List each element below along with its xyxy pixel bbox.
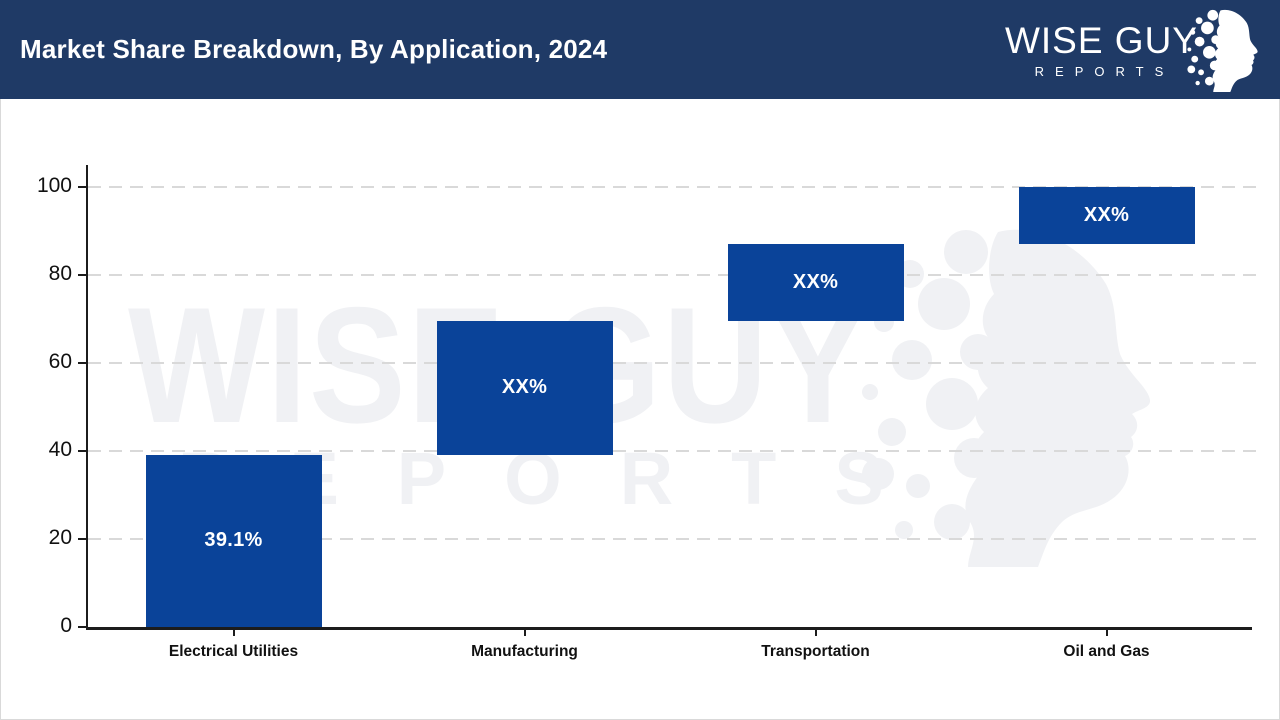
y-tick-label: 60: [48, 350, 72, 373]
watermark-face-icon: [862, 229, 1151, 567]
y-tick-mark: [78, 450, 88, 452]
x-axis-line: [85, 627, 1252, 630]
bar-value-label: XX%: [501, 376, 548, 399]
category-label: Oil and Gas: [1063, 643, 1150, 660]
bar-segment: XX%: [1018, 187, 1195, 245]
brand-name: WISE GUY: [1004, 19, 1198, 61]
y-tick-mark: [78, 186, 88, 188]
y-tick-mark: [78, 538, 88, 540]
bar-segment: 39.1%: [145, 454, 322, 627]
y-axis-line: [85, 165, 88, 630]
category-label: Manufacturing: [471, 643, 578, 660]
category-label: Transportation: [761, 643, 870, 660]
brand-subtitle: REPORTS: [1034, 63, 1175, 79]
y-gridline: [88, 450, 1264, 452]
y-tick-label: 20: [48, 526, 72, 549]
y-tick-label: 80: [48, 262, 72, 285]
y-gridline: [88, 538, 1264, 540]
bar-value-label: 39.1%: [204, 529, 263, 552]
brand-logo-text: WISE GUY REPORTS: [1005, 22, 1198, 78]
brand-logo: WISE GUY REPORTS: [1005, 7, 1262, 93]
x-tick-mark: [232, 627, 235, 636]
y-gridline: [88, 186, 1264, 188]
brand-face-icon: [1187, 9, 1258, 92]
y-tick-label: 40: [48, 438, 72, 461]
header: Market Share Breakdown, By Application, …: [0, 0, 1280, 99]
x-tick-mark: [523, 627, 526, 636]
y-gridline: [88, 362, 1264, 364]
category-label: Electrical Utilities: [168, 643, 299, 660]
bar-segment: XX%: [436, 320, 613, 455]
y-tick-label: 0: [60, 614, 72, 637]
x-tick-mark: [1105, 627, 1108, 636]
bar-value-label: XX%: [792, 270, 839, 293]
y-tick-mark: [78, 626, 88, 628]
y-tick-label: 100: [36, 174, 72, 197]
page-title: Market Share Breakdown, By Application, …: [20, 34, 608, 64]
y-gridline: [88, 274, 1264, 276]
y-tick-mark: [78, 362, 88, 364]
y-tick-mark: [78, 274, 88, 276]
bar-value-label: XX%: [1083, 204, 1130, 227]
x-tick-mark: [814, 627, 817, 636]
bar-segment: XX%: [727, 244, 904, 321]
